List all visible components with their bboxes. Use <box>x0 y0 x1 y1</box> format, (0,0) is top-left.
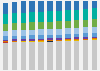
Bar <box>30 42 35 70</box>
Bar <box>65 10 70 21</box>
Bar <box>12 13 17 23</box>
Bar <box>92 33 97 37</box>
Bar <box>3 24 8 31</box>
Bar <box>74 39 79 40</box>
Bar <box>3 41 8 42</box>
Bar <box>74 40 79 41</box>
Bar <box>83 39 88 40</box>
Bar <box>21 36 26 39</box>
Bar <box>83 37 88 39</box>
Bar <box>30 35 35 39</box>
Bar <box>83 0 88 9</box>
Bar <box>38 0 44 12</box>
Bar <box>65 40 70 41</box>
Bar <box>92 27 97 33</box>
Bar <box>83 9 88 20</box>
Bar <box>47 40 53 41</box>
Bar <box>38 29 44 35</box>
Bar <box>74 20 79 28</box>
Bar <box>56 29 62 35</box>
Bar <box>12 39 17 41</box>
Bar <box>74 41 79 70</box>
Bar <box>83 40 88 70</box>
Bar <box>92 38 97 39</box>
Bar <box>21 41 26 42</box>
Bar <box>21 1 26 13</box>
Bar <box>3 40 8 41</box>
Bar <box>65 28 70 34</box>
Bar <box>12 36 17 39</box>
Bar <box>83 27 88 33</box>
Bar <box>38 39 44 40</box>
Bar <box>56 0 62 11</box>
Bar <box>38 42 44 70</box>
Bar <box>30 39 35 41</box>
Bar <box>21 13 26 23</box>
Bar <box>56 41 62 70</box>
Bar <box>92 8 97 19</box>
Bar <box>3 31 8 36</box>
Bar <box>92 19 97 27</box>
Bar <box>74 0 79 10</box>
Bar <box>38 35 44 39</box>
Bar <box>92 0 97 8</box>
Bar <box>74 10 79 20</box>
Bar <box>56 35 62 38</box>
Bar <box>65 38 70 39</box>
Bar <box>65 21 70 28</box>
Bar <box>3 3 8 14</box>
Bar <box>92 40 97 70</box>
Bar <box>12 41 17 42</box>
Bar <box>38 22 44 29</box>
Bar <box>38 41 44 42</box>
Bar <box>30 30 35 35</box>
Bar <box>12 30 17 36</box>
Bar <box>3 36 8 40</box>
Bar <box>83 33 88 37</box>
Bar <box>30 1 35 12</box>
Bar <box>21 23 26 30</box>
Bar <box>56 21 62 29</box>
Bar <box>47 42 53 70</box>
Bar <box>47 35 53 38</box>
Bar <box>65 34 70 38</box>
Bar <box>65 0 70 10</box>
Bar <box>74 37 79 39</box>
Bar <box>30 12 35 23</box>
Bar <box>56 38 62 40</box>
Bar <box>12 23 17 30</box>
Bar <box>74 34 79 37</box>
Bar <box>83 20 88 27</box>
Bar <box>30 23 35 30</box>
Bar <box>30 41 35 42</box>
Bar <box>12 2 17 13</box>
Bar <box>47 11 53 22</box>
Bar <box>12 42 17 70</box>
Bar <box>21 39 26 41</box>
Bar <box>47 41 53 42</box>
Bar <box>92 37 97 38</box>
Bar <box>65 41 70 70</box>
Bar <box>74 28 79 34</box>
Bar <box>3 43 8 70</box>
Bar <box>21 42 26 70</box>
Bar <box>3 14 8 24</box>
Bar <box>47 0 53 11</box>
Bar <box>21 30 26 36</box>
Bar <box>47 29 53 35</box>
Bar <box>56 11 62 21</box>
Bar <box>92 39 97 40</box>
Bar <box>56 40 62 41</box>
Bar <box>47 22 53 29</box>
Bar <box>65 39 70 40</box>
Bar <box>47 38 53 40</box>
Bar <box>38 12 44 22</box>
Bar <box>38 40 44 41</box>
